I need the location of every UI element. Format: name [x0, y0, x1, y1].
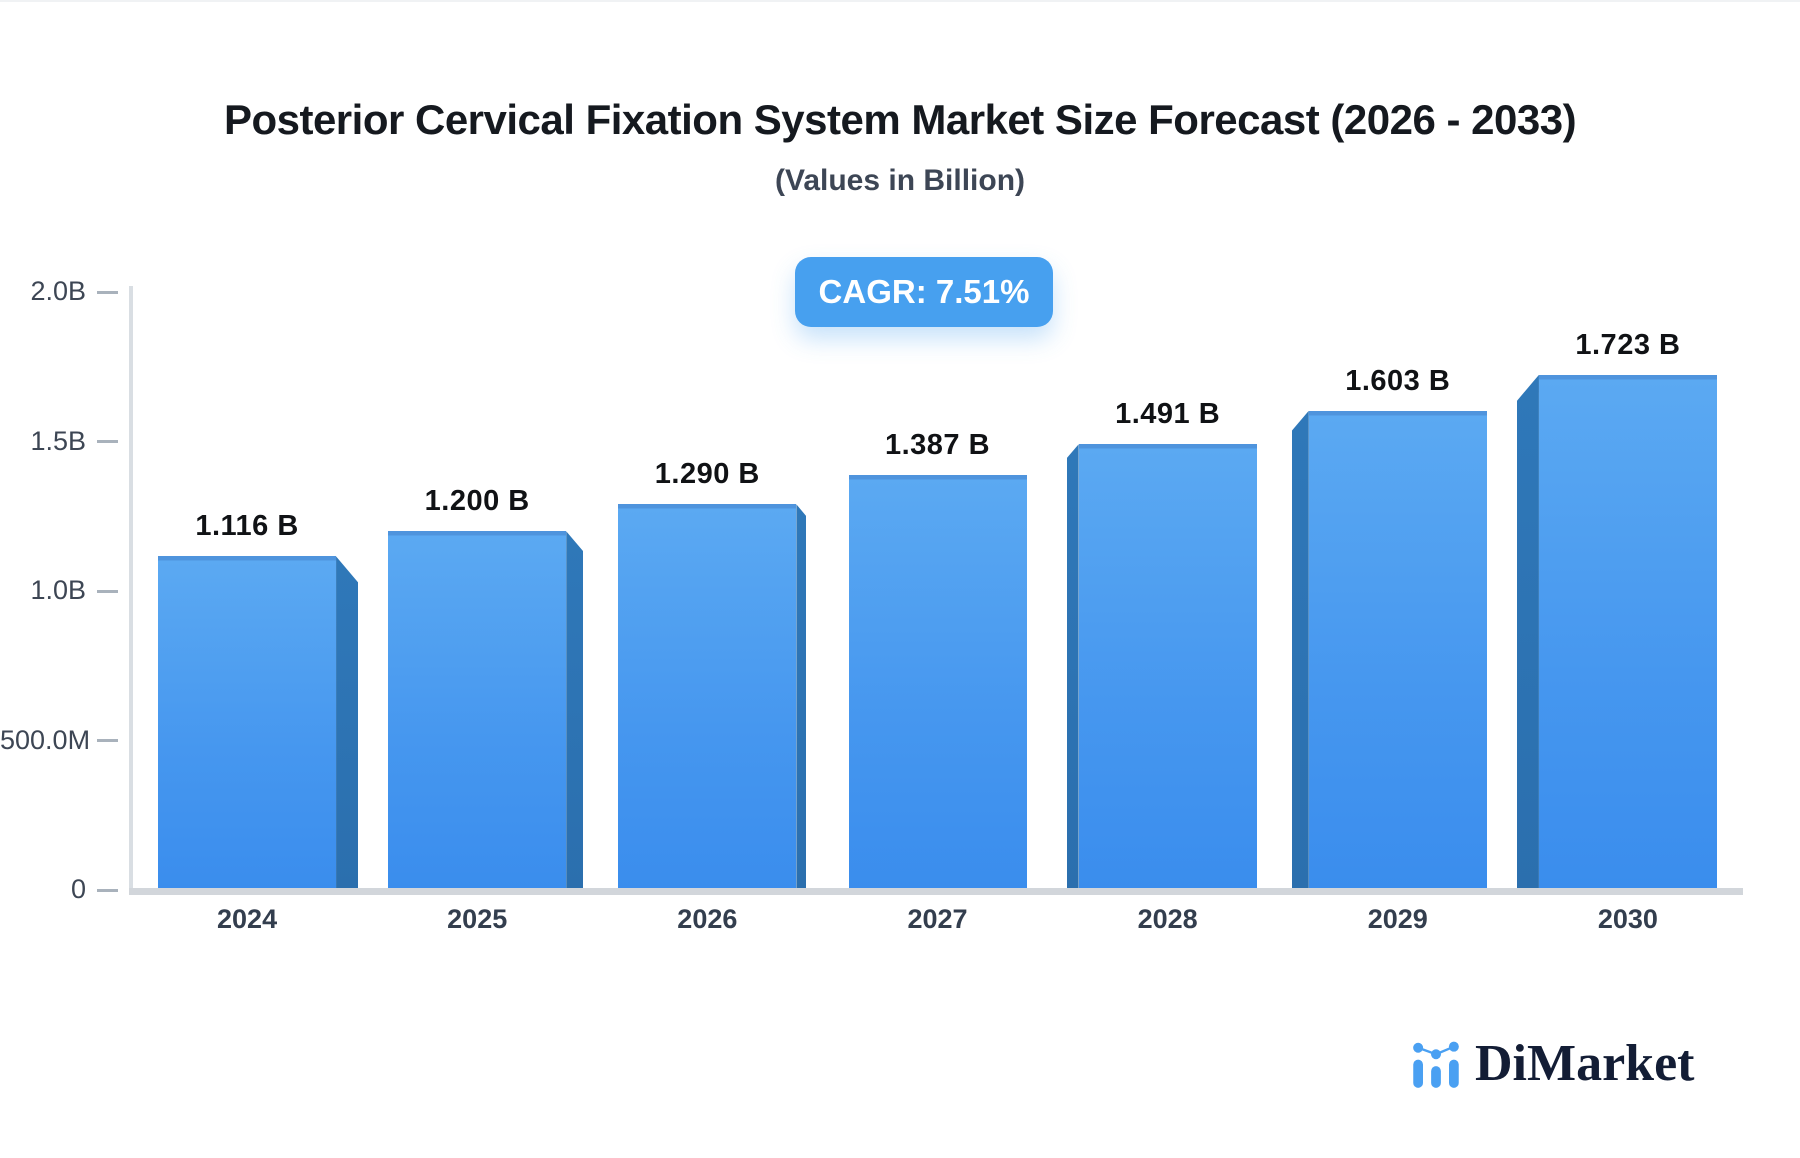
y-tick-label-0: 0 [70, 874, 86, 904]
x-axis-label-2029: 2029 [1367, 904, 1428, 934]
y-tick-0 [97, 888, 118, 892]
x-axis-label-2028: 2028 [1137, 904, 1198, 934]
x-axis-baseline [129, 888, 1743, 895]
bar-2026 [618, 504, 797, 890]
y-tick-1.0B [97, 589, 118, 593]
cagr-badge: CAGR: 7.51% [795, 257, 1053, 327]
y-tick-label-2.0B: 2.0B [30, 276, 86, 306]
y-axis-line [129, 286, 133, 890]
brand-name: DiMarket [1475, 1035, 1695, 1092]
bar-2025 [388, 531, 567, 890]
bar-value-label-2025: 1.200 B [424, 485, 530, 518]
bar-chart-logo-icon [1413, 1041, 1459, 1088]
bar-2030 [1538, 374, 1717, 890]
chart-subtitle: (Values in Billion) [774, 164, 1026, 197]
x-axis-label-2030: 2030 [1597, 904, 1658, 934]
y-tick-label-500.0M: 500.0M [0, 724, 91, 755]
bar-2030-3d-side [1516, 374, 1539, 890]
y-tick-1.5B [97, 440, 118, 443]
chart-title: Posterior Cervical Fixation System Marke… [223, 96, 1577, 143]
bar-2026-3d-side [796, 504, 807, 890]
bar-value-label-2029: 1.603 B [1345, 364, 1451, 397]
bar-value-label-2024: 1.116 B [195, 510, 299, 543]
y-tick-label-1.0B: 1.0B [30, 575, 86, 605]
x-axis-label-2024: 2024 [217, 904, 278, 934]
bar-value-label-2026: 1.290 B [654, 458, 760, 491]
bar-value-label-2028: 1.491 B [1115, 398, 1221, 431]
bar-2029 [1308, 410, 1487, 890]
brand-logo: DiMarket [1410, 1038, 1694, 1090]
bar-2028 [1078, 444, 1257, 890]
bar-value-label-2030: 1.723 B [1575, 328, 1681, 361]
x-axis-label-2027: 2027 [907, 904, 968, 934]
bar-2025-3d-side [566, 531, 584, 890]
bar-2024-3d-side [336, 556, 359, 890]
y-tick-500.0M [97, 739, 118, 742]
bar-2027 [848, 475, 1027, 890]
x-axis-label-2026: 2026 [677, 904, 738, 934]
x-axis-label-2025: 2025 [447, 904, 508, 934]
bar-2029-3d-side [1291, 410, 1309, 890]
bar-value-label-2027: 1.387 B [884, 429, 991, 462]
bar-2028-3d-side [1066, 444, 1079, 890]
y-tick-2.0B [97, 290, 118, 294]
bar-2024 [158, 556, 337, 890]
y-tick-label-1.5B: 1.5B [30, 425, 86, 456]
